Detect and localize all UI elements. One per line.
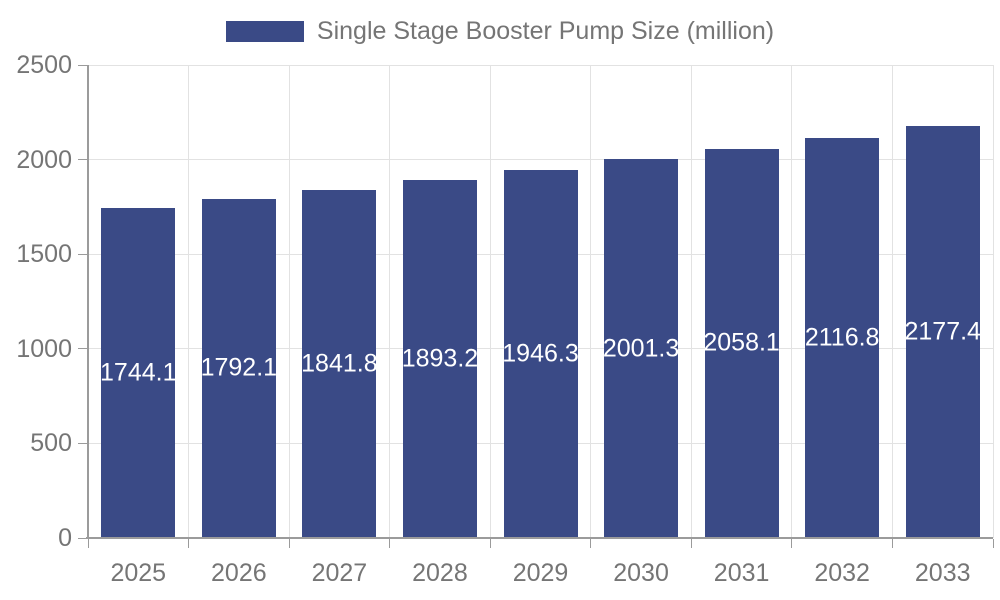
- y-axis-tick: [78, 253, 87, 255]
- bar[interactable]: 1841.8: [301, 189, 378, 538]
- bar-value-label: 2001.3: [602, 334, 680, 363]
- x-axis-tick-label: 2025: [110, 559, 167, 587]
- gridline-v: [690, 65, 692, 538]
- x-axis-line: [86, 537, 993, 539]
- legend-label: Single Stage Booster Pump Size (million): [316, 17, 775, 45]
- bar[interactable]: 1946.3: [502, 169, 579, 538]
- y-axis-tick: [78, 64, 87, 66]
- x-axis-tick: [188, 539, 190, 548]
- x-axis-tick-label: 2027: [311, 559, 368, 587]
- gridline-v: [891, 65, 893, 538]
- gridline-h: [88, 64, 993, 66]
- bar-value-label: 1946.3: [502, 339, 579, 368]
- bar[interactable]: 2116.8: [804, 137, 880, 538]
- x-axis-tick: [288, 539, 290, 548]
- y-axis-tick: [78, 348, 87, 350]
- gridline-v: [288, 65, 290, 538]
- y-axis-tick-label: 2000: [16, 145, 72, 174]
- legend: Single Stage Booster Pump Size (million): [0, 19, 1000, 44]
- bar[interactable]: 2058.1: [703, 148, 780, 538]
- bar-value-label: 2116.8: [804, 323, 880, 352]
- bar[interactable]: 1893.2: [401, 179, 479, 538]
- y-axis-tick-label: 2500: [16, 51, 72, 79]
- x-axis-tick: [389, 539, 391, 548]
- x-axis-tick: [891, 539, 893, 548]
- x-axis-tick-label: 2029: [512, 559, 569, 587]
- y-axis-tick-label: 1000: [16, 334, 72, 363]
- bar[interactable]: 2177.4: [904, 126, 981, 538]
- x-axis-tick-label: 2026: [211, 559, 267, 587]
- gridline-v: [188, 65, 190, 538]
- bar-value-label: 1744.1: [100, 358, 177, 387]
- y-axis-tick: [78, 442, 87, 444]
- x-axis-tick: [690, 539, 692, 548]
- x-axis-tick-label: 2032: [814, 559, 870, 587]
- x-axis-tick: [590, 539, 592, 548]
- bar-value-label: 1841.8: [301, 349, 378, 378]
- x-axis-tick-label: 2033: [914, 559, 971, 587]
- y-axis-tick-label: 500: [30, 429, 72, 458]
- x-axis-tick-label: 2031: [713, 559, 770, 587]
- legend-item[interactable]: Single Stage Booster Pump Size (million): [225, 17, 775, 45]
- y-axis-tick: [78, 159, 87, 161]
- gridline-v: [590, 65, 592, 538]
- bar[interactable]: 2001.3: [602, 159, 680, 538]
- bar-value-label: 1792.1: [200, 353, 278, 382]
- bar[interactable]: 1744.1: [100, 208, 177, 538]
- x-axis-tick-label: 2030: [613, 559, 669, 587]
- bar-value-label: 1893.2: [401, 344, 479, 373]
- bar[interactable]: 1792.1: [200, 198, 278, 538]
- bar-value-label: 2177.4: [904, 317, 981, 346]
- gridline-v: [992, 65, 994, 538]
- x-axis-tick: [87, 539, 89, 548]
- x-axis-tick: [992, 539, 994, 548]
- x-axis-tick-label: 2028: [412, 559, 468, 587]
- plot-area: 1744.1 1792.1 1841.8 1893.2 1946.3 2001.3 2058…: [16, 51, 994, 587]
- y-axis-tick-label: 0: [58, 524, 72, 552]
- legend-swatch: [225, 21, 304, 42]
- y-axis-line: [87, 65, 89, 539]
- x-axis-tick: [791, 539, 793, 548]
- y-axis-tick: [78, 537, 87, 539]
- x-axis-tick: [489, 539, 491, 548]
- gridline-v: [489, 65, 491, 538]
- gridline-v: [389, 65, 391, 538]
- gridline-v: [791, 65, 793, 538]
- bar-value-label: 2058.1: [703, 328, 780, 357]
- y-axis-tick-label: 1500: [16, 240, 72, 269]
